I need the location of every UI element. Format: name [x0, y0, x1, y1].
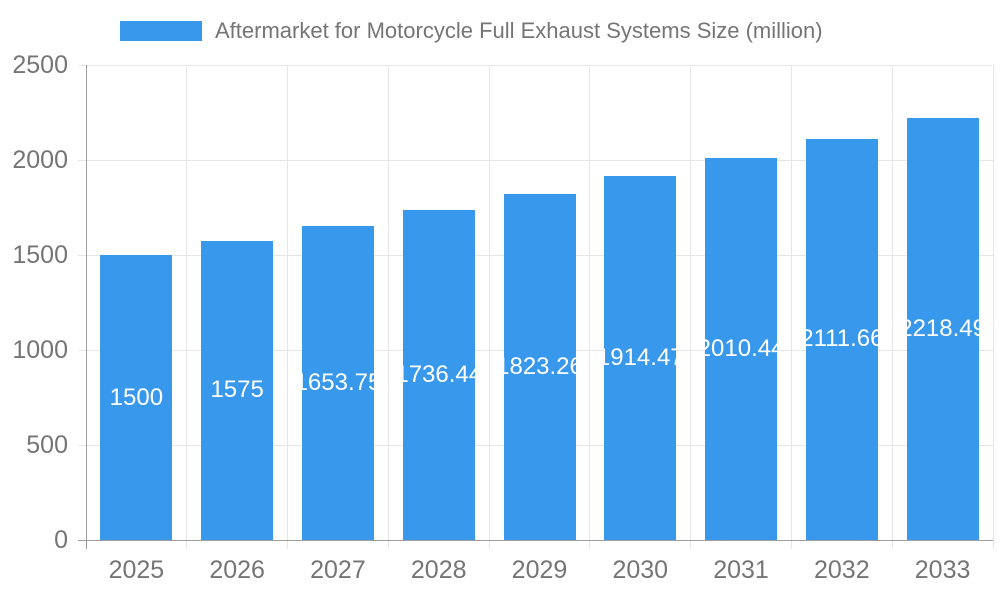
bar-value-label: 2218.49 — [907, 315, 979, 343]
x-axis-tick-label: 2033 — [914, 556, 971, 584]
x-axis-tick — [891, 540, 893, 549]
y-axis-tick — [78, 64, 86, 66]
x-axis-tick — [690, 540, 692, 549]
bar[interactable]: 2218.49 — [906, 118, 979, 540]
bar[interactable]: 2010.44 — [705, 158, 778, 540]
y-axis-tick-label: 1000 — [12, 336, 68, 364]
bar-value-label: 1653.75 — [302, 368, 374, 396]
bar[interactable]: 1823.26 — [503, 193, 576, 540]
bar-value-label: 1823.26 — [504, 352, 576, 380]
bar[interactable]: 1500 — [100, 255, 173, 540]
bar-value-label: 2111.66 — [805, 325, 878, 353]
gridline-horizontal — [86, 159, 993, 161]
legend-item[interactable]: Aftermarket for Motorcycle Full Exhaust … — [120, 18, 823, 44]
y-axis-tick — [78, 444, 86, 446]
gridline-vertical — [387, 65, 389, 540]
x-axis-line — [78, 539, 993, 541]
y-axis-tick-label: 2000 — [12, 146, 68, 174]
gridline-vertical — [790, 65, 792, 540]
x-axis-tick-label: 2029 — [511, 556, 568, 584]
bar-value-label: 1914.47 — [604, 344, 676, 372]
y-axis-tick-label: 2500 — [12, 51, 68, 79]
legend-label: Aftermarket for Motorcycle Full Exhaust … — [215, 18, 823, 43]
x-axis-tick-label: 2027 — [310, 556, 366, 584]
gridline-horizontal — [86, 64, 993, 66]
bar[interactable]: 1736.44 — [402, 210, 475, 540]
y-axis-tick — [78, 349, 86, 351]
gridline-vertical — [287, 65, 289, 540]
x-axis-tick — [790, 540, 792, 549]
gridline-vertical — [992, 65, 994, 540]
gridline-vertical — [589, 65, 591, 540]
y-axis-tick-label: 500 — [26, 431, 68, 459]
bar[interactable]: 2111.66 — [805, 138, 878, 540]
bar[interactable]: 1575 — [201, 240, 274, 540]
bar-value-label: 1500 — [109, 383, 164, 411]
x-axis-tick-label: 2032 — [814, 556, 870, 584]
x-axis-tick-label: 2030 — [612, 556, 669, 584]
bar-value-label: 1736.44 — [403, 361, 475, 389]
y-axis-tick-label: 0 — [54, 526, 68, 554]
gridline-vertical — [891, 65, 893, 540]
bar-value-label: 1575 — [210, 376, 264, 404]
x-axis-tick-label: 2031 — [713, 556, 769, 584]
x-axis-tick-label: 2025 — [108, 556, 165, 584]
x-axis-tick — [186, 540, 188, 549]
x-axis-tick-label: 2028 — [410, 556, 467, 584]
x-axis-tick — [589, 540, 591, 549]
gridline-vertical — [488, 65, 490, 540]
x-axis-tick-label: 2026 — [209, 556, 265, 584]
x-axis-tick — [287, 540, 289, 549]
bar[interactable]: 1653.75 — [301, 225, 374, 540]
bar[interactable]: 1914.47 — [604, 176, 677, 540]
x-axis-tick — [992, 540, 994, 549]
bar-value-label: 2010.44 — [705, 335, 777, 362]
y-axis-tick — [78, 254, 86, 256]
gridline-vertical — [186, 65, 188, 540]
gridline-vertical — [690, 65, 692, 540]
x-axis-tick — [387, 540, 389, 549]
y-axis-line — [85, 65, 87, 549]
y-axis-tick — [78, 159, 86, 161]
y-axis-tick-label: 1500 — [12, 241, 68, 269]
x-axis-tick — [488, 540, 490, 549]
legend-swatch-icon — [120, 21, 202, 41]
